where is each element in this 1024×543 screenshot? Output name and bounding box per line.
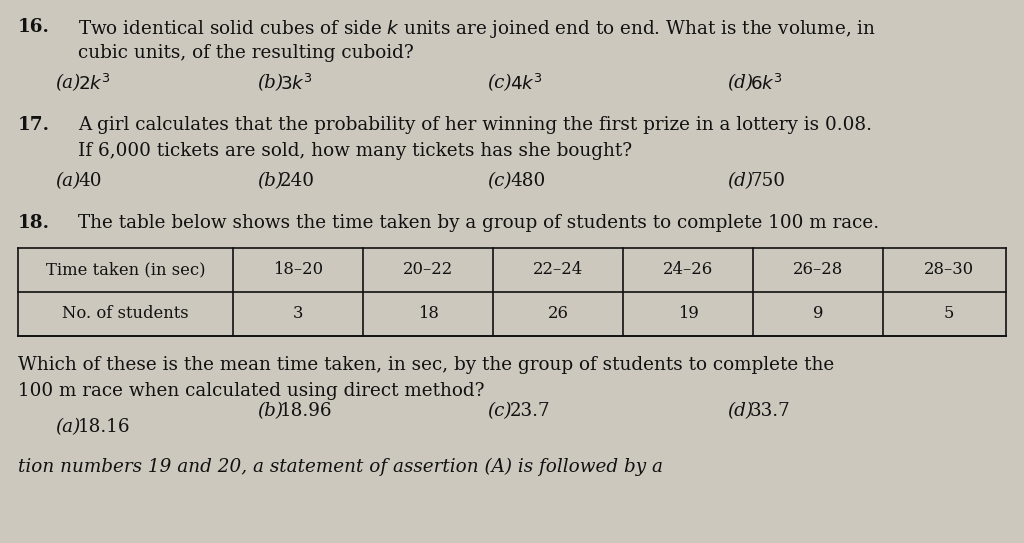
Text: If 6,000 tickets are sold, how many tickets has she bought?: If 6,000 tickets are sold, how many tick… xyxy=(78,142,632,160)
Text: 18.16: 18.16 xyxy=(78,418,131,436)
Text: Time taken (in sec): Time taken (in sec) xyxy=(46,262,205,279)
Text: tion numbers 19 and 20, a statement of assertion (A) is followed by a: tion numbers 19 and 20, a statement of a… xyxy=(18,458,663,476)
Text: 17.: 17. xyxy=(18,116,50,134)
Text: 18–20: 18–20 xyxy=(273,262,323,279)
Text: 18: 18 xyxy=(418,306,438,323)
Text: No. of students: No. of students xyxy=(62,306,188,323)
Text: 9: 9 xyxy=(813,306,823,323)
Text: $4k^3$: $4k^3$ xyxy=(510,74,543,94)
Text: 26–28: 26–28 xyxy=(793,262,843,279)
Text: $6k^3$: $6k^3$ xyxy=(750,74,782,94)
Text: 26: 26 xyxy=(548,306,568,323)
Text: (a): (a) xyxy=(55,418,80,436)
Text: 750: 750 xyxy=(750,172,785,190)
Text: (d): (d) xyxy=(727,402,753,420)
Text: 3: 3 xyxy=(293,306,303,323)
Text: 480: 480 xyxy=(510,172,545,190)
Text: 18.: 18. xyxy=(18,214,50,232)
Text: A girl calculates that the probability of her winning the first prize in a lotte: A girl calculates that the probability o… xyxy=(78,116,872,134)
Text: (a): (a) xyxy=(55,172,80,190)
Text: (b): (b) xyxy=(257,402,283,420)
Text: (c): (c) xyxy=(487,74,512,92)
Text: (a): (a) xyxy=(55,74,80,92)
Text: 28–30: 28–30 xyxy=(924,262,974,279)
Text: Two identical solid cubes of side $k$ units are joined end to end. What is the v: Two identical solid cubes of side $k$ un… xyxy=(78,18,876,40)
Text: 23.7: 23.7 xyxy=(510,402,551,420)
Text: 5: 5 xyxy=(943,306,953,323)
Text: Which of these is the mean time taken, in sec, by the group of students to compl: Which of these is the mean time taken, i… xyxy=(18,356,835,374)
Text: 19: 19 xyxy=(678,306,698,323)
Text: 16.: 16. xyxy=(18,18,50,36)
Text: (c): (c) xyxy=(487,402,512,420)
Text: (b): (b) xyxy=(257,74,283,92)
Text: 24–26: 24–26 xyxy=(663,262,713,279)
Text: (b): (b) xyxy=(257,172,283,190)
Text: (d): (d) xyxy=(727,74,753,92)
Text: The table below shows the time taken by a group of students to complete 100 m ra: The table below shows the time taken by … xyxy=(78,214,880,232)
Text: 20–22: 20–22 xyxy=(402,262,454,279)
Text: 100 m race when calculated using direct method?: 100 m race when calculated using direct … xyxy=(18,382,484,400)
Text: cubic units, of the resulting cuboid?: cubic units, of the resulting cuboid? xyxy=(78,44,414,62)
Text: (c): (c) xyxy=(487,172,512,190)
Text: $2k^3$: $2k^3$ xyxy=(78,74,111,94)
Text: 22–24: 22–24 xyxy=(532,262,583,279)
Text: 40: 40 xyxy=(78,172,101,190)
Text: 240: 240 xyxy=(280,172,315,190)
Text: (d): (d) xyxy=(727,172,753,190)
Text: $3k^3$: $3k^3$ xyxy=(280,74,312,94)
Text: 33.7: 33.7 xyxy=(750,402,791,420)
Text: 18.96: 18.96 xyxy=(280,402,333,420)
